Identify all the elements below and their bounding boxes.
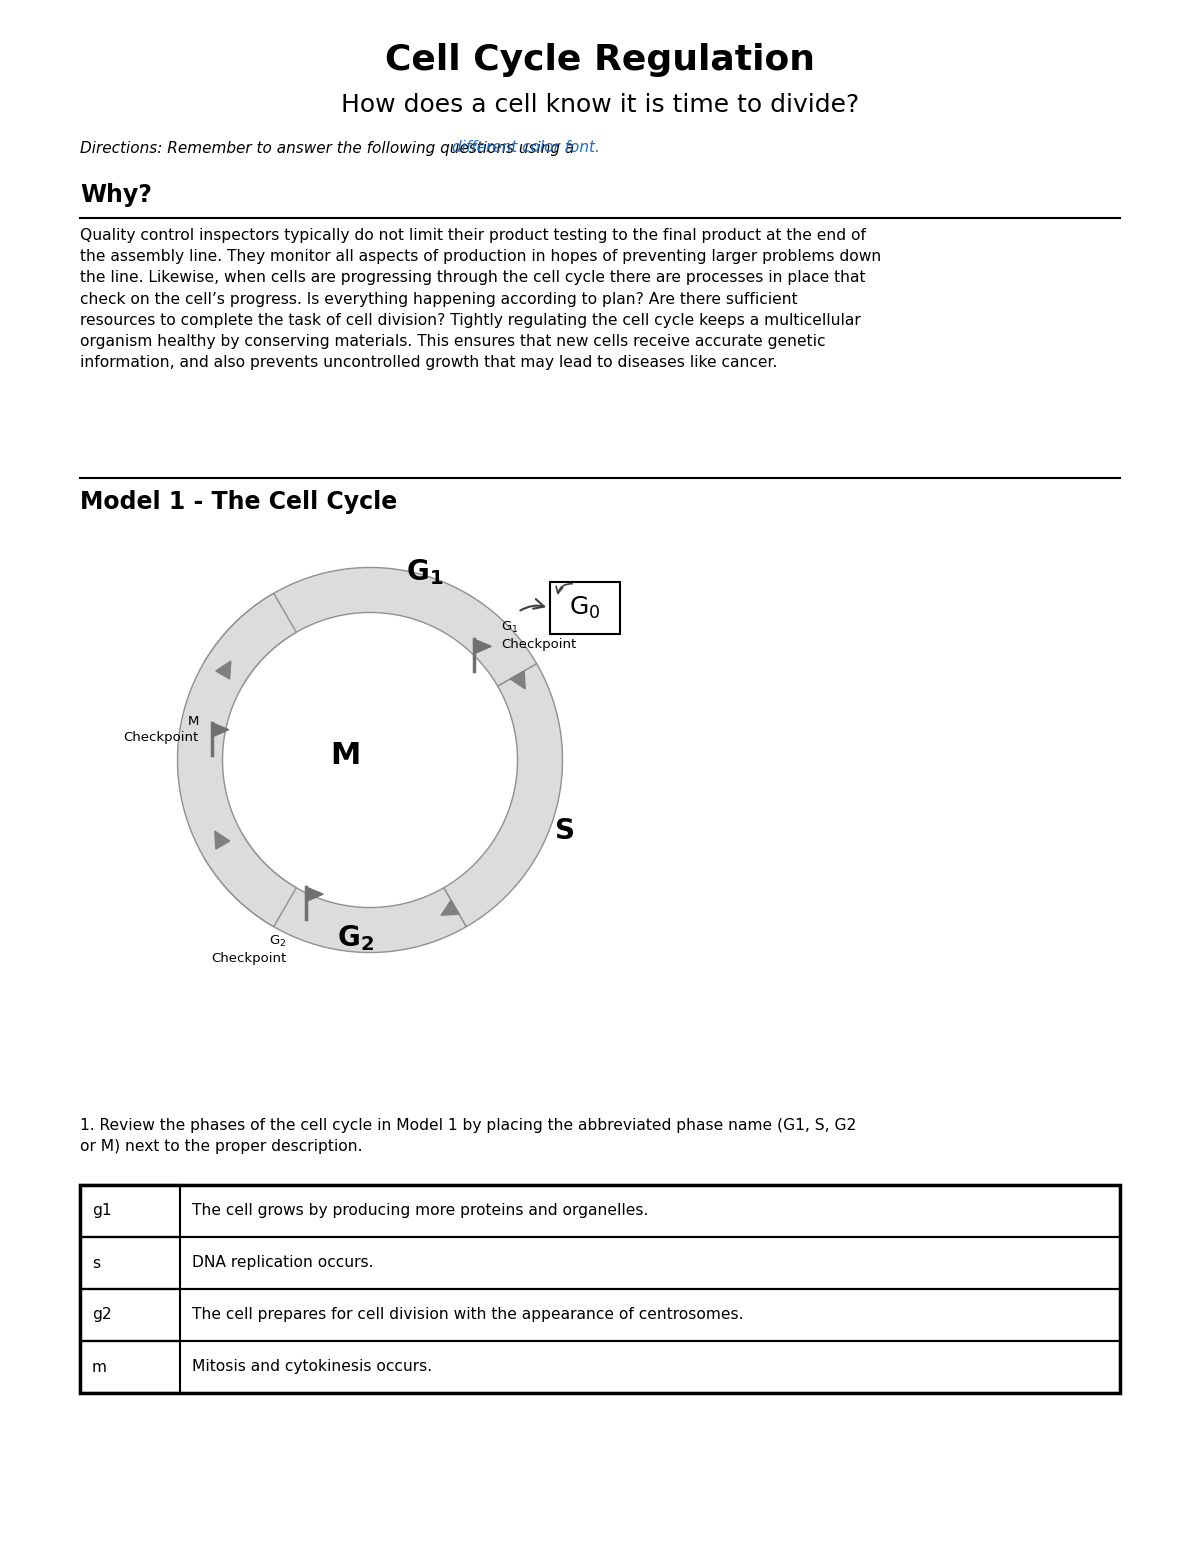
Text: Why?: Why? [80, 183, 152, 207]
Text: $\mathbf{M}$: $\mathbf{M}$ [330, 741, 360, 769]
Text: Quality control inspectors typically do not limit their product testing to the f: Quality control inspectors typically do … [80, 228, 881, 371]
Text: Mitosis and cytokinesis occurs.: Mitosis and cytokinesis occurs. [192, 1359, 432, 1374]
Polygon shape [211, 722, 229, 738]
Bar [80, 1185, 180, 1238]
Polygon shape [306, 887, 323, 901]
Text: different color font.: different color font. [452, 140, 600, 155]
Bar [80, 1340, 180, 1393]
Text: Model 1 - The Cell Cycle: Model 1 - The Cell Cycle [80, 491, 397, 514]
Text: $\mathbf{S}$: $\mathbf{S}$ [553, 817, 574, 845]
Text: g2: g2 [92, 1308, 112, 1323]
Polygon shape [215, 831, 229, 849]
Polygon shape [444, 663, 563, 927]
Polygon shape [510, 671, 526, 690]
Text: G$_2$
Checkpoint: G$_2$ Checkpoint [211, 933, 286, 964]
Text: How does a cell know it is time to divide?: How does a cell know it is time to divid… [341, 93, 859, 116]
Text: 1. Review the phases of the cell cycle in Model 1 by placing the abbreviated pha: 1. Review the phases of the cell cycle i… [80, 1118, 857, 1154]
Polygon shape [178, 593, 296, 927]
Polygon shape [203, 567, 536, 686]
Bar [80, 1238, 1120, 1289]
FancyBboxPatch shape [550, 582, 620, 634]
FancyArrowPatch shape [556, 584, 572, 593]
Bar [80, 1289, 180, 1340]
Text: Directions: Remember to answer the following questions using a: Directions: Remember to answer the follo… [80, 140, 580, 155]
FancyArrowPatch shape [521, 599, 544, 610]
Polygon shape [203, 834, 467, 952]
Text: The cell prepares for cell division with the appearance of centrosomes.: The cell prepares for cell division with… [192, 1308, 744, 1323]
Text: Cell Cycle Regulation: Cell Cycle Regulation [385, 43, 815, 78]
Bar [80, 1289, 1120, 1340]
Bar [80, 1185, 1120, 1393]
Polygon shape [474, 640, 491, 654]
Text: $\mathbf{G_1}$: $\mathbf{G_1}$ [407, 558, 444, 587]
Text: DNA replication occurs.: DNA replication occurs. [192, 1255, 373, 1270]
Text: G$_1$
Checkpoint: G$_1$ Checkpoint [502, 620, 576, 651]
Polygon shape [216, 662, 230, 679]
Bar [80, 1238, 180, 1289]
Text: $\mathbf{G_2}$: $\mathbf{G_2}$ [336, 922, 373, 954]
Text: s: s [92, 1255, 100, 1270]
Text: G$_0$: G$_0$ [569, 595, 601, 621]
Polygon shape [442, 901, 458, 915]
Text: The cell grows by producing more proteins and organelles.: The cell grows by producing more protein… [192, 1204, 648, 1219]
Text: M
Checkpoint: M Checkpoint [124, 714, 199, 744]
Bar [80, 1185, 1120, 1238]
Bar [80, 1340, 1120, 1393]
Text: m: m [92, 1359, 107, 1374]
Text: g1: g1 [92, 1204, 112, 1219]
